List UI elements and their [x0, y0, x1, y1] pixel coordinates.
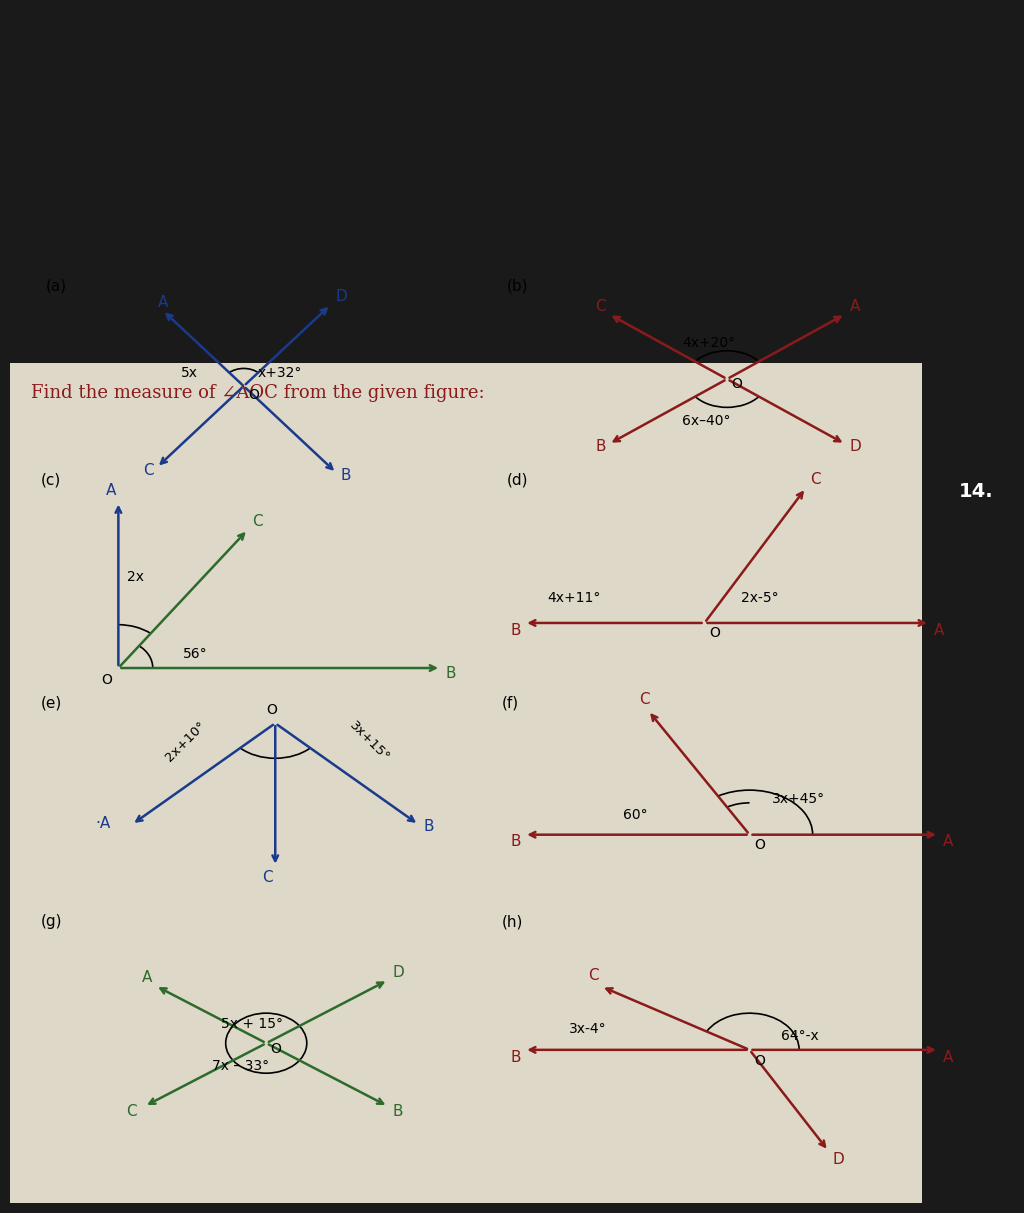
Text: 7x – 33°: 7x – 33°	[212, 1059, 269, 1072]
Text: x+32°: x+32°	[257, 366, 302, 381]
Text: (c): (c)	[41, 472, 61, 488]
Text: C: C	[639, 693, 650, 707]
Text: 56°: 56°	[183, 647, 208, 661]
Text: 60°: 60°	[624, 808, 648, 821]
Text: A: A	[934, 623, 945, 638]
Text: 3x+15°: 3x+15°	[347, 719, 392, 764]
Text: 3x-4°: 3x-4°	[569, 1023, 607, 1036]
Text: B: B	[392, 1104, 403, 1120]
Text: C: C	[588, 968, 598, 983]
Text: (d): (d)	[506, 472, 527, 488]
Text: O: O	[709, 626, 720, 639]
Text: 2x: 2x	[127, 570, 144, 585]
Text: (a): (a)	[45, 279, 67, 294]
Text: 4x+20°: 4x+20°	[682, 336, 735, 351]
Text: (b): (b)	[506, 279, 527, 294]
Text: (f): (f)	[502, 695, 519, 711]
Text: (h): (h)	[502, 915, 523, 929]
Text: C: C	[262, 871, 272, 885]
Text: C: C	[252, 514, 263, 529]
Text: O: O	[101, 673, 112, 687]
Text: 5x + 15°: 5x + 15°	[221, 1018, 284, 1031]
Text: C: C	[143, 462, 154, 478]
Text: O: O	[754, 1054, 765, 1067]
Text: A: A	[850, 298, 860, 314]
Text: O: O	[266, 702, 278, 717]
Text: B: B	[341, 468, 351, 483]
Text: B: B	[445, 666, 456, 682]
Text: Find the measure of ∠AOC from the given figure:: Find the measure of ∠AOC from the given …	[31, 385, 484, 402]
Text: B: B	[423, 819, 433, 835]
Text: 4x+11°: 4x+11°	[547, 591, 600, 605]
Text: D: D	[335, 289, 347, 304]
Text: 5x: 5x	[180, 366, 198, 381]
Text: ·A: ·A	[96, 816, 111, 831]
Text: 3x+45°: 3x+45°	[772, 792, 825, 805]
Text: 2x+10°: 2x+10°	[163, 719, 208, 764]
Text: O: O	[270, 1042, 282, 1057]
Text: D: D	[833, 1152, 845, 1167]
Text: 64°-x: 64°-x	[781, 1029, 819, 1043]
Text: B: B	[595, 439, 606, 454]
Text: A: A	[158, 295, 169, 309]
Text: B: B	[511, 623, 521, 638]
Text: 14.: 14.	[958, 482, 993, 501]
FancyBboxPatch shape	[10, 363, 922, 1203]
Text: O: O	[731, 377, 742, 391]
Text: O: O	[754, 838, 765, 852]
Text: A: A	[943, 1049, 953, 1065]
Text: (g): (g)	[41, 915, 62, 929]
Text: O: O	[248, 387, 259, 402]
Text: A: A	[142, 970, 153, 985]
Text: A: A	[943, 833, 953, 849]
Text: D: D	[392, 964, 404, 980]
Text: C: C	[810, 472, 821, 488]
Text: B: B	[511, 833, 521, 849]
Text: C: C	[595, 298, 606, 314]
Text: 2x-5°: 2x-5°	[740, 591, 778, 605]
Text: (e): (e)	[41, 695, 62, 711]
Text: 6x–40°: 6x–40°	[682, 414, 730, 428]
Text: A: A	[105, 483, 116, 497]
Text: B: B	[511, 1049, 521, 1065]
Text: D: D	[850, 439, 861, 454]
Text: C: C	[126, 1104, 137, 1120]
